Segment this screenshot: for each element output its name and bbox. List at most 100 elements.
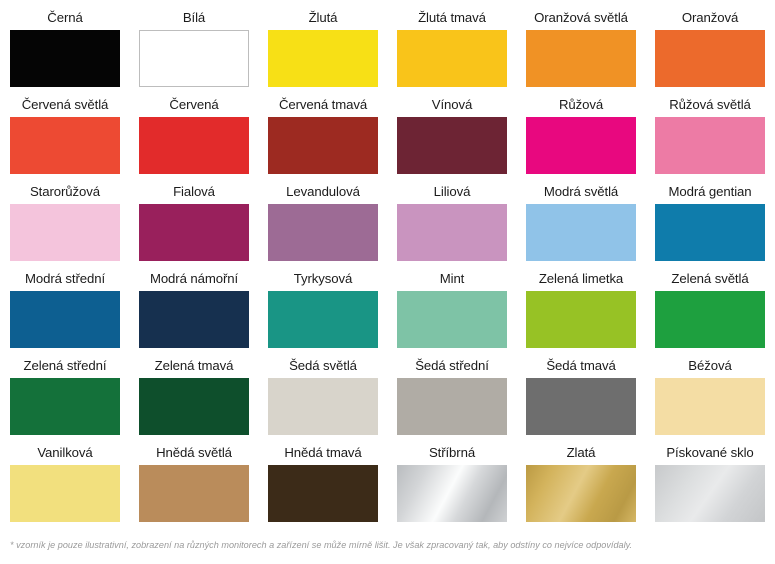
color-swatch-chip[interactable]: [10, 291, 120, 348]
color-swatch-chip[interactable]: [10, 378, 120, 435]
color-swatch-chip[interactable]: [397, 204, 507, 261]
color-swatch-chip[interactable]: [397, 30, 507, 87]
color-swatch-cell[interactable]: Starorůžová: [10, 180, 120, 267]
color-swatch-cell[interactable]: Šedá střední: [397, 354, 507, 441]
color-swatch-cell[interactable]: Tyrkysová: [268, 267, 378, 354]
color-swatch-cell[interactable]: Modrá námořní: [139, 267, 249, 354]
color-swatch-chip[interactable]: [526, 378, 636, 435]
color-swatch-chip[interactable]: [397, 378, 507, 435]
color-swatch-chip[interactable]: [139, 117, 249, 174]
color-swatch-chip[interactable]: [655, 30, 765, 87]
color-swatch-chip[interactable]: [268, 378, 378, 435]
color-swatch-label: Modrá střední: [24, 271, 106, 286]
color-swatch-label: Modrá námořní: [149, 271, 239, 286]
color-swatch-label: Růžová: [558, 97, 604, 112]
color-swatch-cell[interactable]: Zlatá: [526, 441, 636, 528]
color-swatch-chip[interactable]: [526, 291, 636, 348]
color-swatch-label: Bílá: [182, 10, 206, 25]
color-swatch-cell[interactable]: Oranžová: [655, 6, 765, 93]
color-swatch-chip[interactable]: [10, 465, 120, 522]
color-swatch-label: Pískované sklo: [666, 445, 754, 460]
color-swatch-chip[interactable]: [526, 465, 636, 522]
color-swatch-label: Červená: [169, 97, 219, 112]
color-swatch-label: Červená tmavá: [278, 97, 368, 112]
color-swatch-cell[interactable]: Stříbrná: [397, 441, 507, 528]
color-swatch-chip[interactable]: [655, 378, 765, 435]
color-swatch-cell[interactable]: Růžová: [526, 93, 636, 180]
color-swatch-label: Mint: [439, 271, 465, 286]
color-swatch-label: Šedá světlá: [289, 358, 357, 373]
color-swatch-label: Černá: [47, 10, 83, 25]
color-swatch-cell[interactable]: Zelená limetka: [526, 267, 636, 354]
color-swatch-chip[interactable]: [268, 204, 378, 261]
color-swatch-cell[interactable]: Červená: [139, 93, 249, 180]
color-swatch-chip[interactable]: [139, 204, 249, 261]
color-swatch-cell[interactable]: Zelená světlá: [655, 267, 765, 354]
color-swatch-cell[interactable]: Vanilková: [10, 441, 120, 528]
color-swatch-cell[interactable]: Pískované sklo: [655, 441, 765, 528]
color-swatch-chip[interactable]: [655, 204, 765, 261]
color-swatch-chip[interactable]: [526, 204, 636, 261]
color-swatch-chip[interactable]: [655, 291, 765, 348]
color-swatch-cell[interactable]: Žlutá: [268, 6, 378, 93]
color-swatch-label: Starorůžová: [29, 184, 100, 199]
color-swatch-cell[interactable]: Žlutá tmavá: [397, 6, 507, 93]
color-swatch-cell[interactable]: Mint: [397, 267, 507, 354]
color-swatch-label: Zelená světlá: [671, 271, 749, 286]
color-swatch-label: Levandulová: [286, 184, 360, 199]
color-swatch-chip[interactable]: [268, 291, 378, 348]
color-swatch-cell[interactable]: Bílá: [139, 6, 249, 93]
color-swatch-chip[interactable]: [397, 465, 507, 522]
color-swatch-cell[interactable]: Zelená tmavá: [139, 354, 249, 441]
color-swatch-cell[interactable]: Hnědá tmavá: [268, 441, 378, 528]
color-swatch-cell[interactable]: Růžová světlá: [655, 93, 765, 180]
color-swatch-cell[interactable]: Modrá střední: [10, 267, 120, 354]
color-swatch-cell[interactable]: Černá: [10, 6, 120, 93]
color-swatch-chip[interactable]: [526, 30, 636, 87]
color-swatch-label: Oranžová: [681, 10, 739, 25]
color-swatch-label: Vínová: [431, 97, 473, 112]
color-swatch-cell[interactable]: Zelená střední: [10, 354, 120, 441]
color-swatch-label: Tyrkysová: [293, 271, 353, 286]
color-swatch-chip[interactable]: [655, 117, 765, 174]
color-swatch-label: Liliová: [433, 184, 471, 199]
color-swatch-label: Zlatá: [566, 445, 596, 460]
color-swatch-cell[interactable]: Levandulová: [268, 180, 378, 267]
color-swatch-cell[interactable]: Vínová: [397, 93, 507, 180]
color-swatch-chip[interactable]: [526, 117, 636, 174]
color-swatch-cell[interactable]: Modrá gentian: [655, 180, 765, 267]
color-swatch-label: Fialová: [173, 184, 215, 199]
color-swatch-cell[interactable]: Hnědá světlá: [139, 441, 249, 528]
color-swatch-cell[interactable]: Šedá světlá: [268, 354, 378, 441]
color-swatch-chip[interactable]: [10, 204, 120, 261]
color-swatch-cell[interactable]: Liliová: [397, 180, 507, 267]
color-swatch-chip[interactable]: [397, 117, 507, 174]
color-swatch-label: Žlutá tmavá: [418, 10, 486, 25]
color-swatch-chip[interactable]: [655, 465, 765, 522]
color-swatch-chip[interactable]: [268, 117, 378, 174]
color-swatch-chip[interactable]: [268, 30, 378, 87]
color-swatch-chip[interactable]: [139, 30, 249, 87]
color-swatch-chip[interactable]: [397, 291, 507, 348]
color-swatch-chip[interactable]: [10, 30, 120, 87]
color-swatch-cell[interactable]: Béžová: [655, 354, 765, 441]
color-swatch-label: Červená světlá: [21, 97, 109, 112]
color-swatch-cell[interactable]: Fialová: [139, 180, 249, 267]
color-swatch-label: Růžová světlá: [669, 97, 751, 112]
color-swatch-chip[interactable]: [268, 465, 378, 522]
color-swatch-label: Hnědá světlá: [156, 445, 232, 460]
color-swatch-cell[interactable]: Oranžová světlá: [526, 6, 636, 93]
color-swatch-chip[interactable]: [139, 291, 249, 348]
color-swatch-label: Žlutá: [308, 10, 338, 25]
color-swatch-label: Vanilková: [37, 445, 93, 460]
color-swatch-chip[interactable]: [10, 117, 120, 174]
color-swatch-chip[interactable]: [139, 378, 249, 435]
color-swatch-label: Béžová: [688, 358, 732, 373]
color-swatch-cell[interactable]: Modrá světlá: [526, 180, 636, 267]
color-swatch-label: Modrá světlá: [543, 184, 619, 199]
color-swatch-cell[interactable]: Červená světlá: [10, 93, 120, 180]
color-swatch-chip[interactable]: [139, 465, 249, 522]
color-swatch-label: Stříbrná: [428, 445, 476, 460]
color-swatch-cell[interactable]: Šedá tmavá: [526, 354, 636, 441]
color-swatch-cell[interactable]: Červená tmavá: [268, 93, 378, 180]
